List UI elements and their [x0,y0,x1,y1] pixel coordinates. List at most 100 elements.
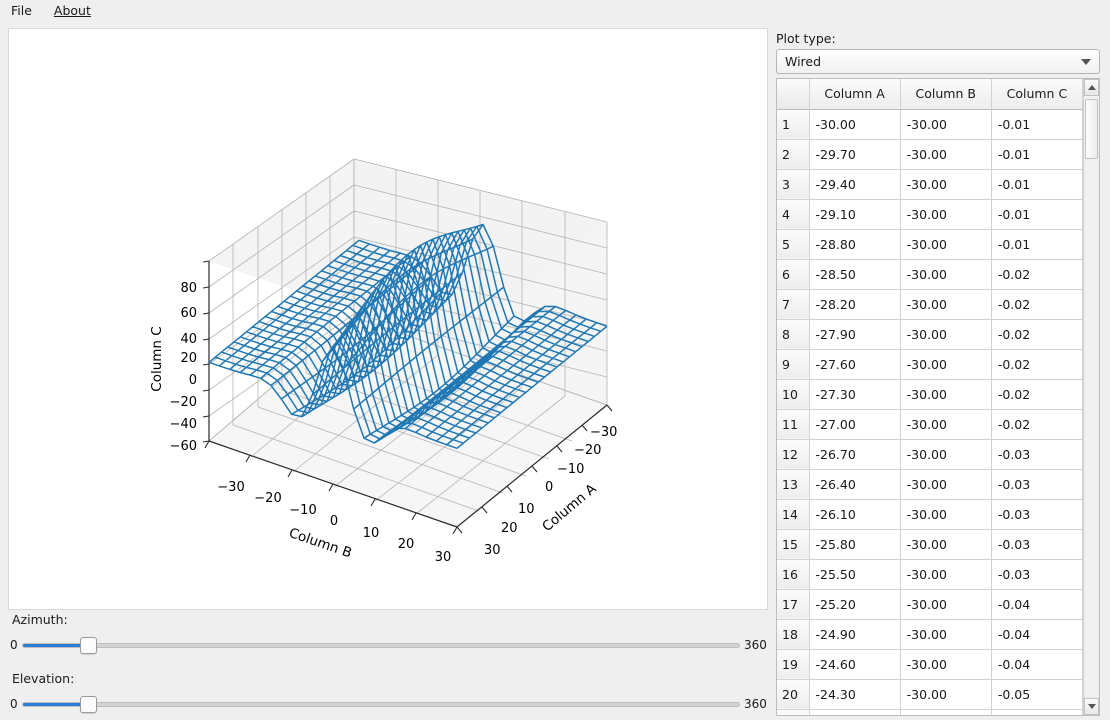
table-cell-b[interactable]: -30.00 [900,589,992,620]
table-cell-b[interactable]: -30.00 [900,559,992,590]
table-cell-c[interactable]: -0.03 [991,529,1083,560]
table-row[interactable]: 17 -25.20 -30.00 -0.04 [777,589,1083,620]
table-cell-c[interactable]: -0.02 [991,409,1083,440]
row-number-cell[interactable]: 12 [777,439,810,470]
table-row[interactable]: 14 -26.10 -30.00 -0.03 [777,499,1083,530]
table-cell-c[interactable]: -0.03 [991,439,1083,470]
elevation-slider-track[interactable] [22,702,740,707]
row-number-cell[interactable] [777,709,810,715]
table-row[interactable]: 12 -26.70 -30.00 -0.03 [777,439,1083,470]
table-row[interactable]: 5 -28.80 -30.00 -0.01 [777,229,1083,260]
menu-item-file[interactable]: File [8,2,35,19]
table-row[interactable]: 3 -29.40 -30.00 -0.01 [777,169,1083,200]
row-number-cell[interactable]: 9 [777,349,810,380]
table-cell-c[interactable]: -0.01 [991,169,1083,200]
table-cell-a[interactable]: -25.20 [809,589,901,620]
table-cell-b[interactable] [900,709,992,715]
table-cell-a[interactable]: -27.00 [809,409,901,440]
row-number-cell[interactable]: 11 [777,409,810,440]
table-cell-c[interactable]: -0.04 [991,589,1083,620]
table-cell-a[interactable]: -26.10 [809,499,901,530]
plot-canvas-3d[interactable]: 80 60 40 20 0 −20 −40 −60 Column C [8,28,768,610]
row-number-cell[interactable]: 14 [777,499,810,530]
row-number-cell[interactable]: 20 [777,679,810,710]
table-cell-a[interactable] [809,709,901,715]
column-header-rownum[interactable] [777,79,810,110]
table-row[interactable]: 19 -24.60 -30.00 -0.04 [777,649,1083,680]
table-cell-a[interactable]: -29.10 [809,199,901,230]
row-number-cell[interactable]: 8 [777,319,810,350]
table-row[interactable] [777,709,1083,715]
row-number-cell[interactable]: 7 [777,289,810,320]
row-number-cell[interactable]: 2 [777,139,810,170]
table-cell-a[interactable]: -26.70 [809,439,901,470]
table-row[interactable]: 13 -26.40 -30.00 -0.03 [777,469,1083,500]
azimuth-slider-handle[interactable] [79,637,97,654]
table-cell-a[interactable]: -24.90 [809,619,901,650]
table-row[interactable]: 15 -25.80 -30.00 -0.03 [777,529,1083,560]
table-cell-c[interactable]: -0.03 [991,499,1083,530]
table-row[interactable]: 20 -24.30 -30.00 -0.05 [777,679,1083,710]
table-vertical-scrollbar[interactable] [1083,79,1099,715]
table-cell-a[interactable]: -25.80 [809,529,901,560]
table-cell-c[interactable]: -0.03 [991,559,1083,590]
row-number-cell[interactable]: 6 [777,259,810,290]
table-row[interactable]: 4 -29.10 -30.00 -0.01 [777,199,1083,230]
table-cell-a[interactable]: -30.00 [809,109,901,140]
table-cell-b[interactable]: -30.00 [900,229,992,260]
table-row[interactable]: 2 -29.70 -30.00 -0.01 [777,139,1083,170]
table-cell-a[interactable]: -27.90 [809,319,901,350]
row-number-cell[interactable]: 3 [777,169,810,200]
row-number-cell[interactable]: 10 [777,379,810,410]
table-row[interactable]: 6 -28.50 -30.00 -0.02 [777,259,1083,290]
table-cell-c[interactable]: -0.04 [991,619,1083,650]
table-cell-c[interactable]: -0.01 [991,229,1083,260]
table-cell-c[interactable]: -0.02 [991,319,1083,350]
table-cell-a[interactable]: -27.30 [809,379,901,410]
column-header-c[interactable]: Column C [991,79,1083,110]
table-cell-b[interactable]: -30.00 [900,469,992,500]
plot-type-dropdown[interactable]: Wired [776,49,1100,74]
table-cell-b[interactable]: -30.00 [900,199,992,230]
table-cell-b[interactable]: -30.00 [900,349,992,380]
scroll-down-button[interactable] [1084,698,1099,715]
data-table-scroll-area[interactable]: Column A Column B Column C 1 -30.00 -30.00… [777,79,1083,715]
table-cell-a[interactable]: -28.20 [809,289,901,320]
column-header-b[interactable]: Column B [900,79,992,110]
table-cell-a[interactable]: -28.50 [809,259,901,290]
row-number-cell[interactable]: 18 [777,619,810,650]
scroll-up-button[interactable] [1084,79,1099,96]
table-cell-b[interactable]: -30.00 [900,619,992,650]
table-cell-a[interactable]: -26.40 [809,469,901,500]
table-row[interactable]: 7 -28.20 -30.00 -0.02 [777,289,1083,320]
table-cell-a[interactable]: -25.50 [809,559,901,590]
table-cell-c[interactable]: -0.02 [991,349,1083,380]
table-cell-b[interactable]: -30.00 [900,379,992,410]
column-header-a[interactable]: Column A [809,79,901,110]
table-cell-a[interactable]: -24.60 [809,649,901,680]
table-cell-c[interactable]: -0.01 [991,109,1083,140]
table-cell-c[interactable]: -0.02 [991,289,1083,320]
row-number-cell[interactable]: 16 [777,559,810,590]
elevation-slider-handle[interactable] [79,696,97,713]
row-number-cell[interactable]: 13 [777,469,810,500]
table-cell-b[interactable]: -30.00 [900,289,992,320]
row-number-cell[interactable]: 1 [777,109,810,140]
scrollbar-thumb[interactable] [1085,99,1098,159]
table-row[interactable]: 11 -27.00 -30.00 -0.02 [777,409,1083,440]
table-cell-c[interactable]: -0.02 [991,379,1083,410]
table-cell-a[interactable]: -29.40 [809,169,901,200]
table-cell-b[interactable]: -30.00 [900,169,992,200]
table-cell-b[interactable]: -30.00 [900,139,992,170]
table-row[interactable]: 8 -27.90 -30.00 -0.02 [777,319,1083,350]
row-number-cell[interactable]: 4 [777,199,810,230]
table-cell-b[interactable]: -30.00 [900,499,992,530]
table-cell-b[interactable]: -30.00 [900,109,992,140]
table-cell-c[interactable]: -0.02 [991,259,1083,290]
table-cell-b[interactable]: -30.00 [900,409,992,440]
table-row[interactable]: 10 -27.30 -30.00 -0.02 [777,379,1083,410]
table-cell-c[interactable]: -0.03 [991,469,1083,500]
table-cell-c[interactable]: -0.05 [991,679,1083,710]
table-cell-c[interactable]: -0.01 [991,139,1083,170]
table-cell-b[interactable]: -30.00 [900,679,992,710]
